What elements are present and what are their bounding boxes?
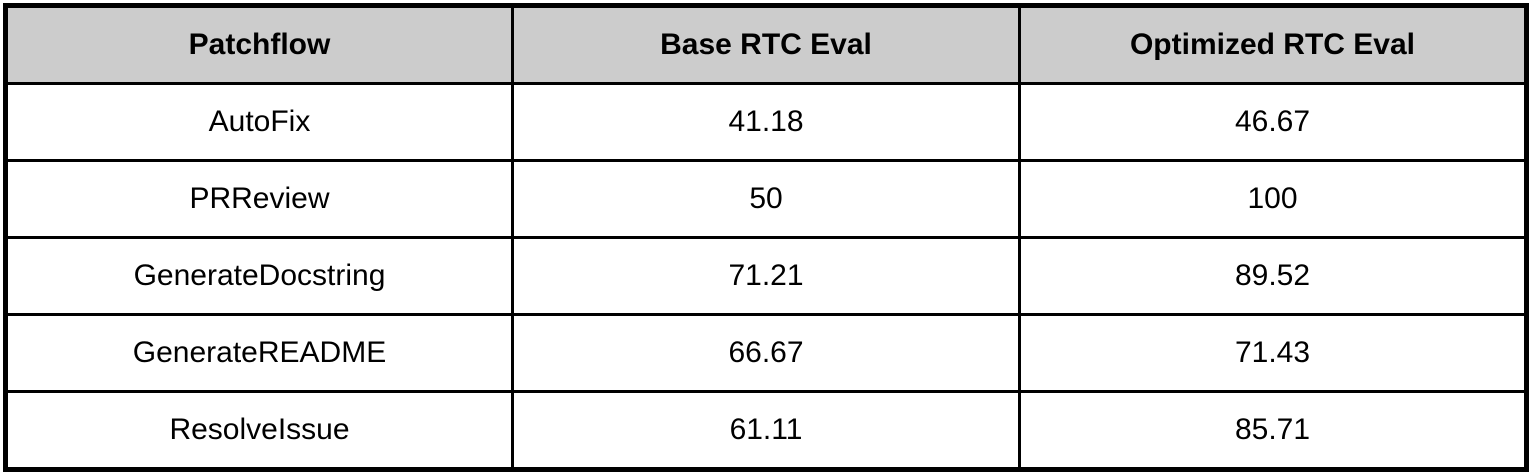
column-header-patchflow: Patchflow — [4, 4, 514, 85]
optimized-rtc-eval-cell: 71.43 — [1018, 313, 1528, 393]
header-row: Patchflow Base RTC Eval Optimized RTC Ev… — [4, 4, 1528, 85]
patchflow-name-cell: PRReview — [4, 159, 514, 239]
patchflow-name-cell: GenerateDocstring — [4, 236, 514, 316]
column-header-optimized-rtc-eval: Optimized RTC Eval — [1018, 4, 1528, 85]
optimized-rtc-eval-cell: 85.71 — [1018, 390, 1528, 471]
optimized-rtc-eval-cell: 100 — [1018, 159, 1528, 239]
table-row: ResolveIssue 61.11 85.71 — [4, 390, 1528, 471]
optimized-rtc-eval-cell: 89.52 — [1018, 236, 1528, 316]
base-rtc-eval-cell: 66.67 — [511, 313, 1021, 393]
patchflow-name-cell: GenerateREADME — [4, 313, 514, 393]
table-row: GenerateREADME 66.67 71.43 — [4, 313, 1528, 393]
optimized-rtc-eval-cell: 46.67 — [1018, 82, 1528, 162]
rtc-eval-table: Patchflow Base RTC Eval Optimized RTC Ev… — [3, 3, 1529, 472]
table-row: AutoFix 41.18 46.67 — [4, 82, 1528, 162]
table-row: GenerateDocstring 71.21 89.52 — [4, 236, 1528, 316]
table-body: AutoFix 41.18 46.67 PRReview 50 100 Gene… — [4, 82, 1528, 471]
table-row: PRReview 50 100 — [4, 159, 1528, 239]
table-header: Patchflow Base RTC Eval Optimized RTC Ev… — [4, 4, 1528, 85]
column-header-base-rtc-eval: Base RTC Eval — [511, 4, 1021, 85]
patchflow-name-cell: AutoFix — [4, 82, 514, 162]
base-rtc-eval-cell: 41.18 — [511, 82, 1021, 162]
patchflow-name-cell: ResolveIssue — [4, 390, 514, 471]
base-rtc-eval-cell: 50 — [511, 159, 1021, 239]
base-rtc-eval-cell: 61.11 — [511, 390, 1021, 471]
base-rtc-eval-cell: 71.21 — [511, 236, 1021, 316]
